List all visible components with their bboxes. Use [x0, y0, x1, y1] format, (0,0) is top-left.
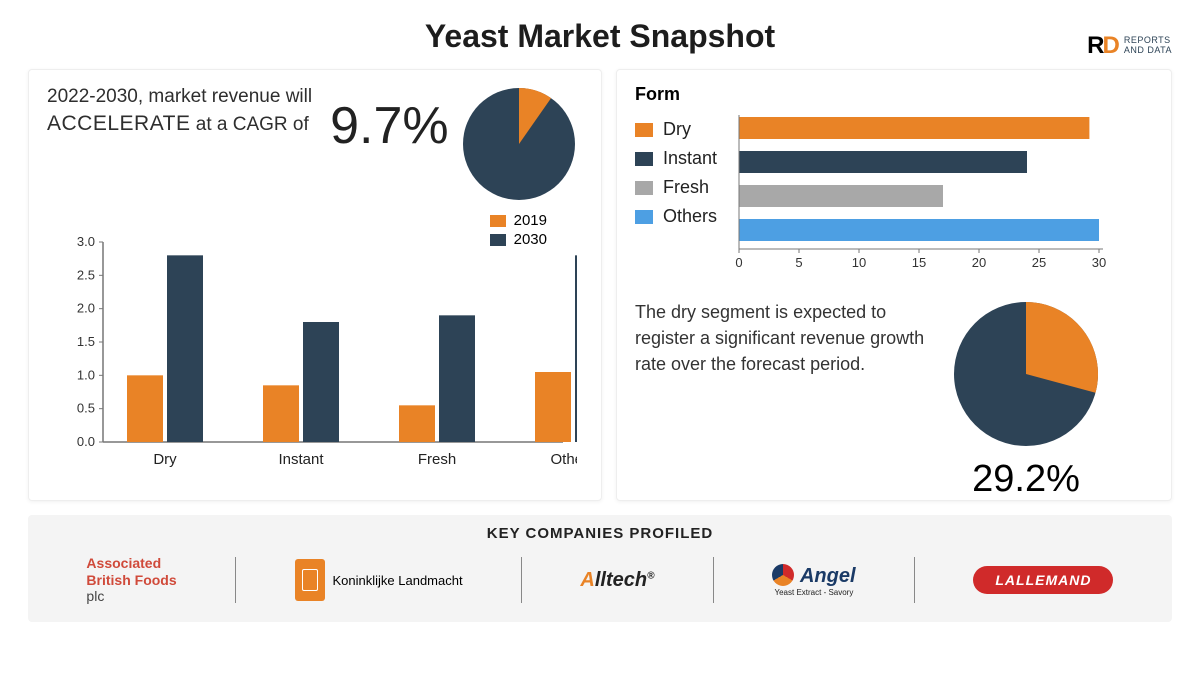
- company-alltech: Alltech®: [568, 552, 666, 608]
- pie-share: 29.2%: [951, 299, 1101, 501]
- companies-row: Associated British Foods plc Koninklijke…: [28, 552, 1172, 608]
- legend-label: Dry: [663, 119, 691, 140]
- angel-name: Angel: [800, 565, 856, 587]
- alltech-reg: ®: [647, 570, 654, 581]
- logo-line2: AND DATA: [1124, 46, 1172, 56]
- angel-sub: Yeast Extract - Savory: [772, 588, 855, 597]
- company-kl: Koninklijke Landmacht: [283, 552, 475, 608]
- svg-text:0: 0: [735, 255, 742, 270]
- svg-text:1.5: 1.5: [77, 334, 95, 349]
- svg-text:2.0: 2.0: [77, 301, 95, 316]
- legend-2030: 2030: [490, 231, 547, 248]
- svg-text:1.0: 1.0: [77, 367, 95, 382]
- legend-2019: 2019: [490, 212, 547, 229]
- logo-r: R: [1087, 32, 1102, 59]
- logo-d: D: [1102, 32, 1117, 59]
- svg-text:Fresh: Fresh: [418, 451, 456, 468]
- abf-logo: Associated British Foods plc: [86, 555, 176, 605]
- company-lallemand: LALLEMAND: [961, 552, 1125, 608]
- panel-cagr: 2022-2030, market revenue will ACCELERAT…: [28, 69, 602, 501]
- page-title: Yeast Market Snapshot: [0, 18, 1200, 55]
- brand-logo: RD REPORTS AND DATA: [1087, 32, 1172, 60]
- legend-swatch: [635, 123, 653, 137]
- companies-band: KEY COMPANIES PROFILED Associated Britis…: [28, 515, 1172, 622]
- legend-swatch: [635, 152, 653, 166]
- form-block: Dry Instant Fresh Others 0 5 10 15 20 25 30: [635, 111, 1153, 281]
- bar-svg: 0.0 0.5 1.0 1.5 2.0 2.5 3.0 Dry Instant Fresh Othe…: [57, 232, 577, 482]
- form-legend: Dry Instant Fresh Others: [635, 111, 717, 281]
- desc-row: The dry segment is expected to register …: [635, 299, 1153, 501]
- cagr-accel: ACCELERATE: [47, 112, 190, 135]
- separator: [914, 557, 915, 603]
- legend-item: Instant: [635, 148, 717, 169]
- companies-title: KEY COMPANIES PROFILED: [28, 525, 1172, 542]
- swatch-2030: [490, 234, 506, 246]
- cagr-suffix: at a CAGR of: [196, 114, 309, 135]
- share-pie-icon: [951, 299, 1101, 449]
- svg-text:2.5: 2.5: [77, 267, 95, 282]
- kl-crest-icon: [295, 559, 325, 601]
- svg-text:3.0: 3.0: [77, 234, 95, 249]
- legend-label: Instant: [663, 148, 717, 169]
- separator: [521, 557, 522, 603]
- kl-name: Koninklijke Landmacht: [333, 573, 463, 588]
- company-abf: Associated British Foods plc: [74, 552, 188, 608]
- abf-l2: British Foods: [86, 572, 176, 589]
- legend-swatch: [635, 181, 653, 195]
- bar-legend: 2019 2030: [490, 212, 547, 250]
- hbar-chart: 0 5 10 15 20 25 30: [731, 111, 1153, 281]
- legend-item: Dry: [635, 119, 717, 140]
- legend-label: Others: [663, 206, 717, 227]
- legend-2030-label: 2030: [514, 231, 547, 248]
- svg-text:30: 30: [1092, 255, 1106, 270]
- angel-swirl-icon: [772, 564, 794, 586]
- cagr-text: 2022-2030, market revenue will ACCELERAT…: [47, 84, 312, 138]
- svg-text:5: 5: [795, 255, 802, 270]
- angel-logo: Angel Yeast Extract - Savory: [772, 564, 855, 597]
- legend-item: Others: [635, 206, 717, 227]
- separator: [235, 557, 236, 603]
- form-description: The dry segment is expected to register …: [635, 299, 935, 377]
- legend-label: Fresh: [663, 177, 709, 198]
- svg-text:15: 15: [912, 255, 926, 270]
- alltech-logo: Alltech®: [580, 569, 654, 592]
- svg-text:0.0: 0.0: [77, 434, 95, 449]
- angel-top: Angel: [772, 564, 855, 588]
- hbar-svg: 0 5 10 15 20 25 30: [731, 111, 1111, 289]
- abf-l3: plc: [86, 588, 176, 605]
- swatch-2019: [490, 215, 506, 227]
- separator: [713, 557, 714, 603]
- logo-mark: RD: [1087, 32, 1118, 60]
- grouped-bar-chart: 2019 2030 0.00.51.01.52.02.53.0DryInstan…: [57, 232, 577, 482]
- lallemand-logo: LALLEMAND: [973, 566, 1113, 594]
- svg-text:Others: Others: [550, 451, 577, 468]
- form-heading: Form: [635, 84, 1153, 105]
- company-angel: Angel Yeast Extract - Savory: [760, 552, 867, 608]
- panels: 2022-2030, market revenue will ACCELERAT…: [0, 55, 1200, 501]
- cagr-pie-icon: [461, 86, 577, 202]
- svg-text:0.5: 0.5: [77, 401, 95, 416]
- logo-text: REPORTS AND DATA: [1124, 36, 1172, 56]
- svg-text:Dry: Dry: [153, 451, 177, 468]
- abf-l1: Associated: [86, 555, 176, 572]
- svg-text:20: 20: [972, 255, 986, 270]
- alltech-a-icon: A: [580, 569, 594, 591]
- legend-swatch: [635, 210, 653, 224]
- legend-2019-label: 2019: [514, 212, 547, 229]
- cagr-value: 9.7%: [330, 96, 449, 156]
- alltech-rest: lltech: [595, 569, 647, 591]
- cagr-line2: ACCELERATE at a CAGR of: [47, 110, 312, 138]
- svg-text:10: 10: [852, 255, 866, 270]
- share-value: 29.2%: [951, 458, 1101, 501]
- panel-form: Form DryInstantFreshOthers 051015202530 …: [616, 69, 1172, 501]
- cagr-line1: 2022-2030, market revenue will: [47, 84, 312, 110]
- svg-text:25: 25: [1032, 255, 1046, 270]
- svg-text:Instant: Instant: [278, 451, 324, 468]
- legend-item: Fresh: [635, 177, 717, 198]
